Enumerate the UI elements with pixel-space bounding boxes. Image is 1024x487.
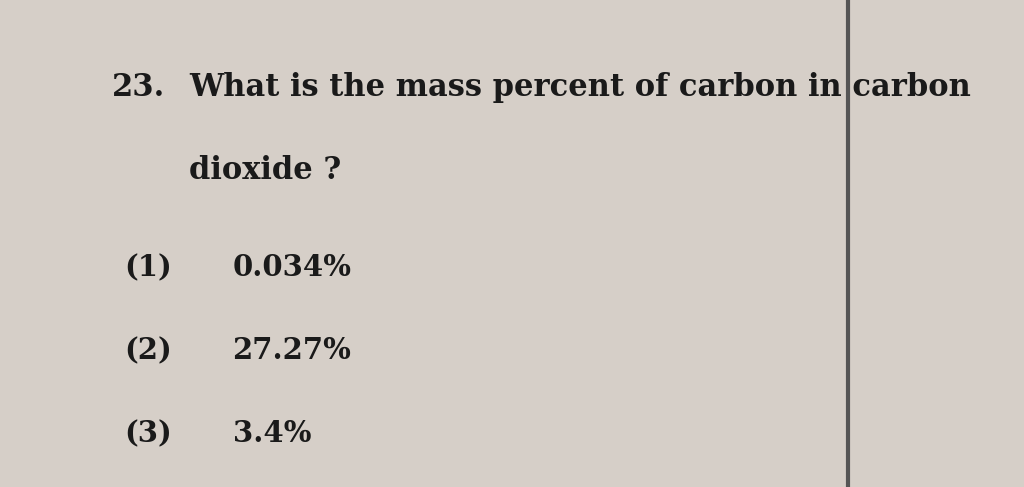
Text: (3): (3) [125,419,172,448]
Text: dioxide ?: dioxide ? [189,155,342,186]
Text: 23.: 23. [112,72,165,103]
Text: (1): (1) [125,253,172,282]
Text: (2): (2) [125,336,172,365]
Text: What is the mass percent of carbon in carbon: What is the mass percent of carbon in ca… [189,72,972,103]
Text: 0.034%: 0.034% [232,253,351,282]
Text: 3.4%: 3.4% [232,419,311,448]
Text: 27.27%: 27.27% [232,336,351,365]
